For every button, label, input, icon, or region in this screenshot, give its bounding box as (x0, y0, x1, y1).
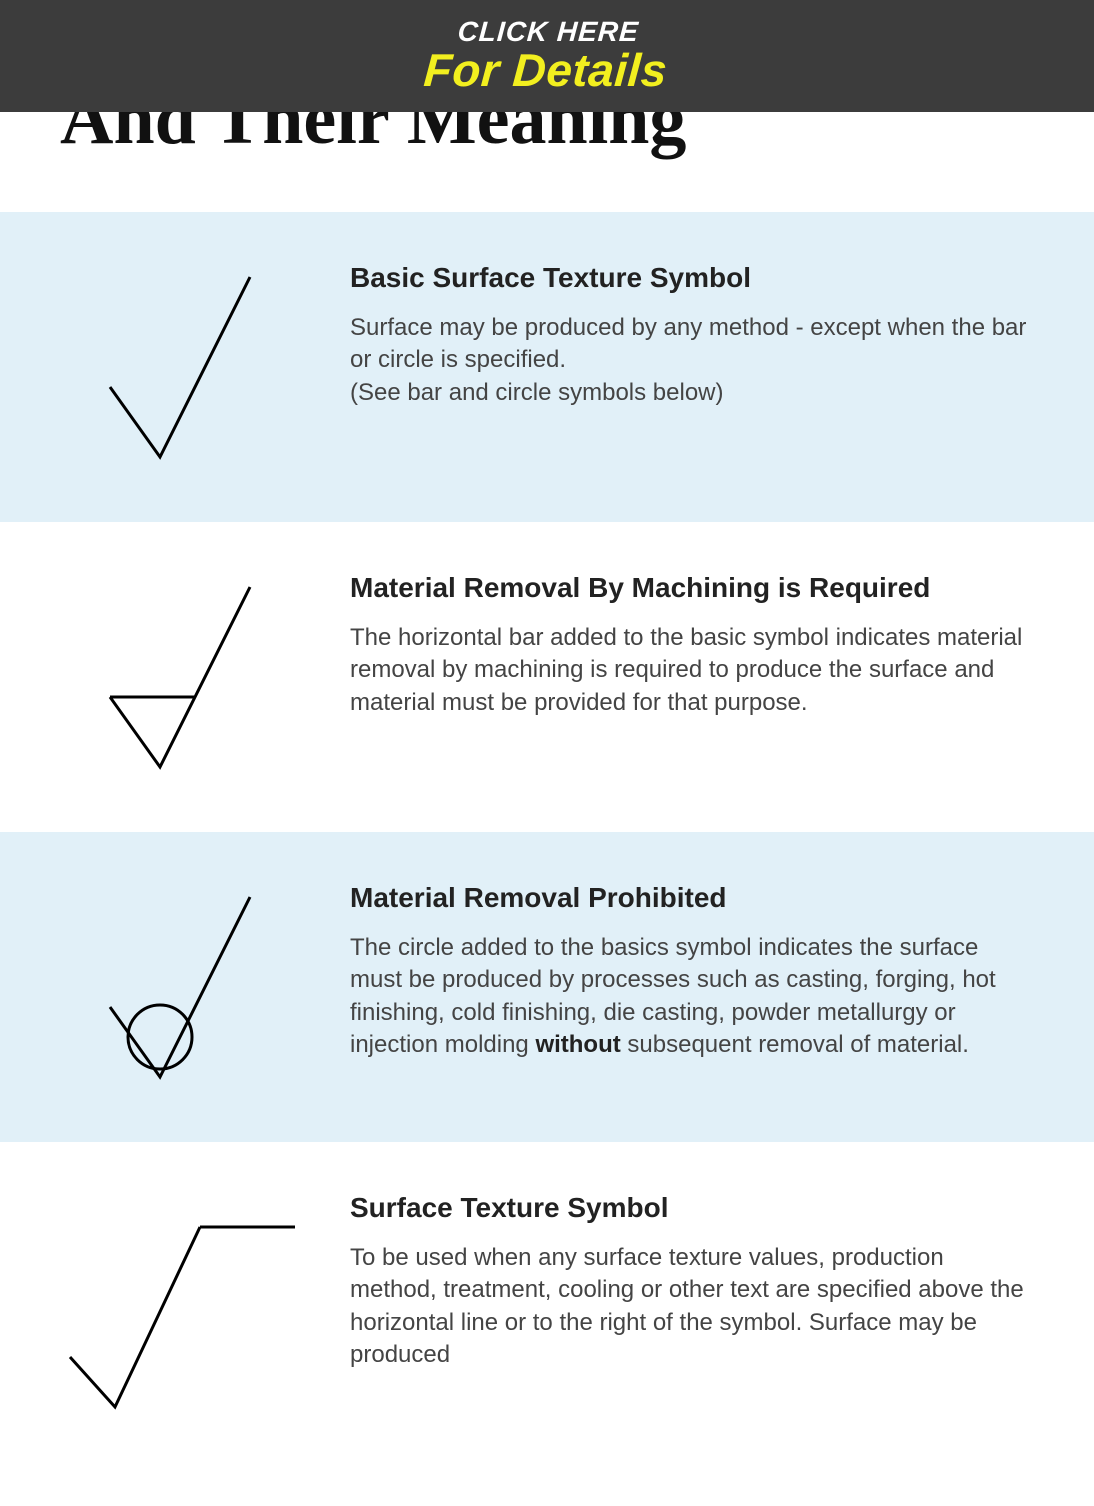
symbol-basic-icon (30, 262, 330, 472)
symbol-full-icon (30, 1192, 330, 1402)
symbol-text: Surface Texture Symbol To be used when an… (350, 1192, 1054, 1372)
item-title: Surface Texture Symbol (350, 1192, 1034, 1224)
symbol-text: Basic Surface Texture Symbol Surface may … (350, 262, 1054, 409)
item-title: Basic Surface Texture Symbol (350, 262, 1034, 294)
item-title: Material Removal Prohibited (350, 882, 1034, 914)
symbol-row: Material Removal By Machining is Require… (0, 522, 1094, 832)
symbol-row: Surface Texture Symbol To be used when an… (0, 1142, 1094, 1452)
symbol-list: Basic Surface Texture Symbol Surface may … (0, 212, 1094, 1452)
overlay-banner[interactable]: CLICK HERE For Details (0, 0, 1094, 112)
item-title: Material Removal By Machining is Require… (350, 572, 1034, 604)
symbol-text: Material Removal By Machining is Require… (350, 572, 1054, 719)
item-desc: The horizontal bar added to the basic sy… (350, 622, 1034, 719)
cta-line2: For Details (423, 47, 670, 95)
symbol-row: Material Removal Prohibited The circle ad… (0, 832, 1094, 1142)
item-desc: To be used when any surface texture valu… (350, 1242, 1034, 1372)
cta-block[interactable]: CLICK HERE For Details (423, 17, 672, 95)
symbol-machining-icon (30, 572, 330, 782)
symbol-row: Basic Surface Texture Symbol Surface may … (0, 212, 1094, 522)
item-desc: Surface may be produced by any method - … (350, 312, 1034, 409)
item-desc: The circle added to the basics symbol in… (350, 932, 1034, 1062)
symbol-prohibited-icon (30, 882, 330, 1092)
symbol-text: Material Removal Prohibited The circle ad… (350, 882, 1054, 1062)
cta-line1: CLICK HERE (426, 17, 671, 46)
